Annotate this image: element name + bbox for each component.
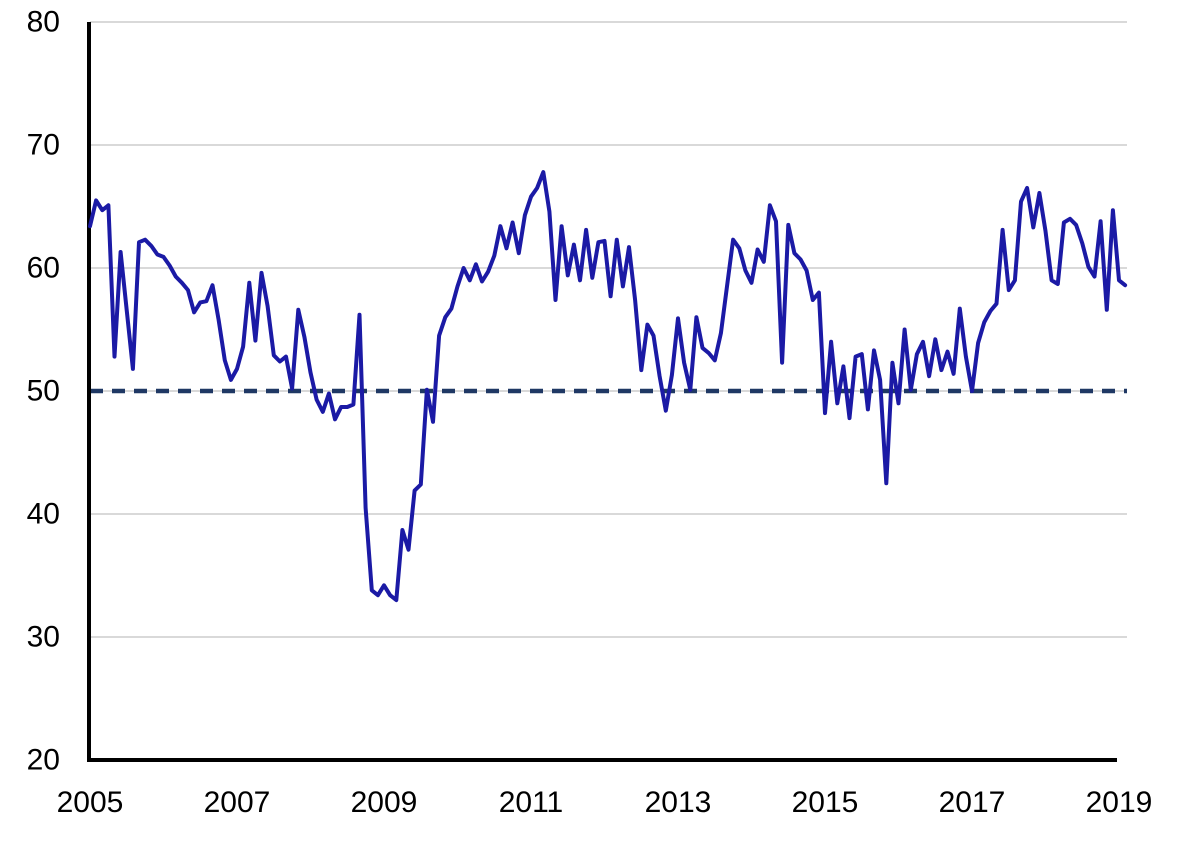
y-tick-label: 20: [27, 744, 60, 777]
x-tick-label: 2015: [792, 786, 859, 819]
x-tick-label: 2013: [645, 786, 712, 819]
x-tick-label: 2005: [57, 786, 124, 819]
x-tick-label: 2017: [939, 786, 1006, 819]
y-tick-label: 60: [27, 252, 60, 285]
x-tick-label: 2009: [351, 786, 418, 819]
y-tick-label: 40: [27, 498, 60, 531]
y-tick-label: 70: [27, 129, 60, 162]
x-tick-label: 2011: [499, 786, 564, 819]
y-tick-label: 80: [27, 6, 60, 39]
x-tick-label: 2007: [204, 786, 271, 819]
y-tick-label: 50: [27, 375, 60, 408]
data-line-series: [88, 170, 1128, 603]
y-tick-label: 30: [27, 621, 60, 654]
x-tick-label: 2019: [1086, 786, 1153, 819]
